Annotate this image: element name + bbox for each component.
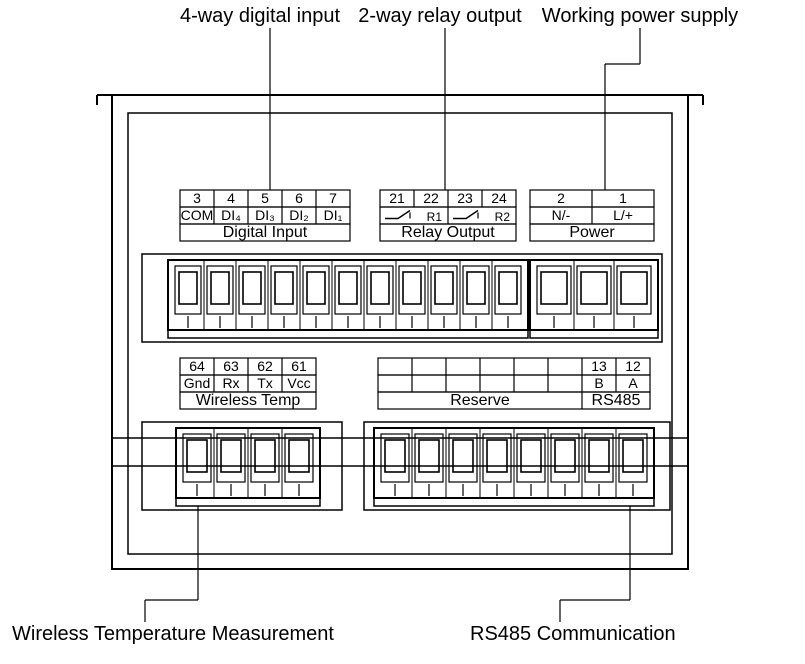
pin-name: Vcc <box>287 375 310 391</box>
label: 22 <box>423 190 439 206</box>
label: 12 <box>625 358 641 374</box>
label: 13 <box>591 358 607 374</box>
pin-number: 3 <box>193 190 201 206</box>
callout-digital-input: 4-way digital input <box>180 5 341 27</box>
pin-number: 61 <box>291 358 307 374</box>
pin-name: DI₃ <box>255 207 275 223</box>
pin-number: 6 <box>295 190 303 206</box>
label: Relay Output <box>401 224 495 241</box>
callout-rs485: RS485 Communication <box>470 623 676 645</box>
label: 21 <box>389 190 405 206</box>
pin-number: 5 <box>261 190 269 206</box>
label: RS485 <box>592 392 641 409</box>
label: 24 <box>491 190 507 206</box>
pin-name: Tx <box>257 375 273 391</box>
pin-number: 64 <box>189 358 205 374</box>
pin-name: DI₂ <box>289 207 308 223</box>
section-label: Wireless Temp <box>196 392 301 409</box>
pin-number: 4 <box>227 190 235 206</box>
section-label: Digital Input <box>223 224 308 241</box>
terminal-diagram: 4-way digital input 2-way relay output Wor… <box>0 0 805 664</box>
label: Reserve <box>450 392 510 409</box>
label: N/- <box>552 207 571 223</box>
callout-relay-output: 2-way relay output <box>358 5 522 27</box>
pin-number: 63 <box>223 358 239 374</box>
pin-name: Gnd <box>184 375 210 391</box>
pin-name: COM <box>181 207 214 223</box>
label: Power <box>569 224 615 241</box>
label: 1 <box>619 190 627 206</box>
label: 2 <box>557 190 565 206</box>
pin-number: 62 <box>257 358 273 374</box>
callout-wireless-temp: Wireless Temperature Measurement <box>12 623 334 645</box>
label: L/+ <box>613 207 633 223</box>
label: R1 <box>427 210 443 224</box>
pin-name: DI₁ <box>324 207 343 223</box>
pin-name: DI₄ <box>221 207 241 223</box>
label: B <box>594 375 603 391</box>
label: A <box>628 375 638 391</box>
callout-power: Working power supply <box>542 5 738 27</box>
pin-number: 7 <box>329 190 337 206</box>
label: 23 <box>457 190 473 206</box>
label: R2 <box>495 210 511 224</box>
pin-name: Rx <box>222 375 239 391</box>
